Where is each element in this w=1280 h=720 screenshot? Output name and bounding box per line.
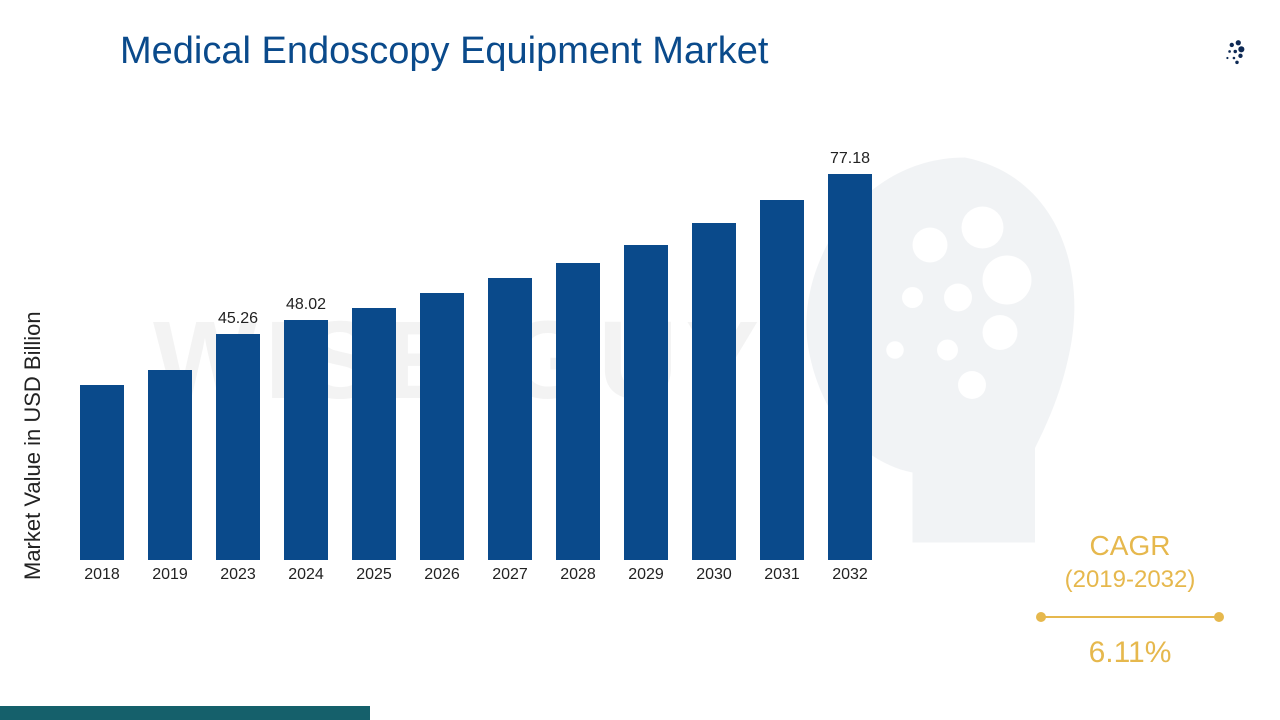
- bar: [488, 278, 532, 561]
- bar: [352, 308, 396, 561]
- bottom-accent-strip: [0, 706, 370, 720]
- brand-logo: WISE GUY R E P O R T S: [1004, 22, 1254, 93]
- plot-area: 45.2648.0277.18: [80, 160, 900, 560]
- bar: [828, 174, 872, 560]
- logo-head-icon: [1210, 28, 1254, 88]
- bar: [284, 320, 328, 560]
- bar: [420, 293, 464, 561]
- x-category: 2029: [611, 566, 681, 584]
- logo-sub-text: R E P O R T S: [1006, 61, 1200, 93]
- x-category: 2018: [67, 566, 137, 584]
- chart-title: Medical Endoscopy Equipment Market: [120, 30, 768, 73]
- bar: [624, 245, 668, 560]
- cagr-block: CAGR (2019-2032) 6.11%: [1020, 530, 1240, 670]
- cagr-period: (2019-2032): [1020, 566, 1240, 594]
- x-category: 2028: [543, 566, 613, 584]
- x-category: 2026: [407, 566, 477, 584]
- x-category: 2027: [475, 566, 545, 584]
- x-category: 2031: [747, 566, 817, 584]
- bar: [216, 334, 260, 560]
- x-category: 2019: [135, 566, 205, 584]
- x-category: 2030: [679, 566, 749, 584]
- x-category: 2023: [203, 566, 273, 584]
- x-category: 2024: [271, 566, 341, 584]
- bar-value-label: 48.02: [271, 296, 341, 314]
- x-category: 2025: [339, 566, 409, 584]
- bar-value-label: 45.26: [203, 310, 273, 328]
- bar: [148, 370, 192, 560]
- infographic-stage: WISE GUY Medical Endoscopy Equipment Mar…: [0, 0, 1280, 720]
- logo-main-text: WISE GUY: [1004, 22, 1200, 59]
- bar: [692, 223, 736, 561]
- cagr-value: 6.11%: [1020, 636, 1240, 670]
- bar: [556, 263, 600, 561]
- bar-chart: 45.2648.0277.18 201820192023202420252026…: [80, 160, 900, 590]
- bar-value-label: 77.18: [815, 150, 885, 168]
- y-axis-label: Market Value in USD Billion: [20, 311, 46, 580]
- cagr-divider: [1040, 612, 1220, 622]
- x-category: 2032: [815, 566, 885, 584]
- cagr-label: CAGR: [1020, 530, 1240, 562]
- bar: [80, 385, 124, 560]
- bar: [760, 200, 804, 560]
